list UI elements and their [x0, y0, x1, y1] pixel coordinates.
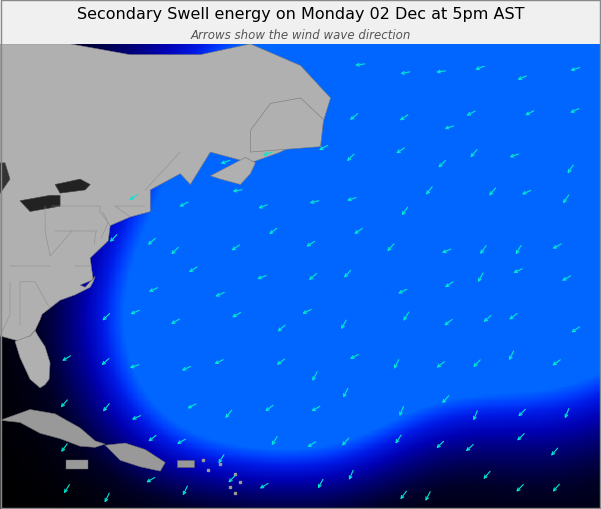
Text: Secondary Swell energy on Monday 02 Dec at 5pm AST: Secondary Swell energy on Monday 02 Dec … — [77, 7, 524, 22]
Polygon shape — [15, 331, 50, 388]
Polygon shape — [66, 461, 88, 469]
Polygon shape — [20, 196, 60, 212]
Polygon shape — [55, 180, 90, 194]
Polygon shape — [251, 99, 323, 153]
Polygon shape — [0, 45, 331, 509]
Polygon shape — [105, 443, 165, 471]
Polygon shape — [177, 461, 194, 467]
Text: Arrows show the wind wave direction: Arrows show the wind wave direction — [191, 29, 410, 41]
Polygon shape — [0, 163, 10, 212]
Polygon shape — [0, 410, 105, 447]
Polygon shape — [210, 158, 255, 185]
